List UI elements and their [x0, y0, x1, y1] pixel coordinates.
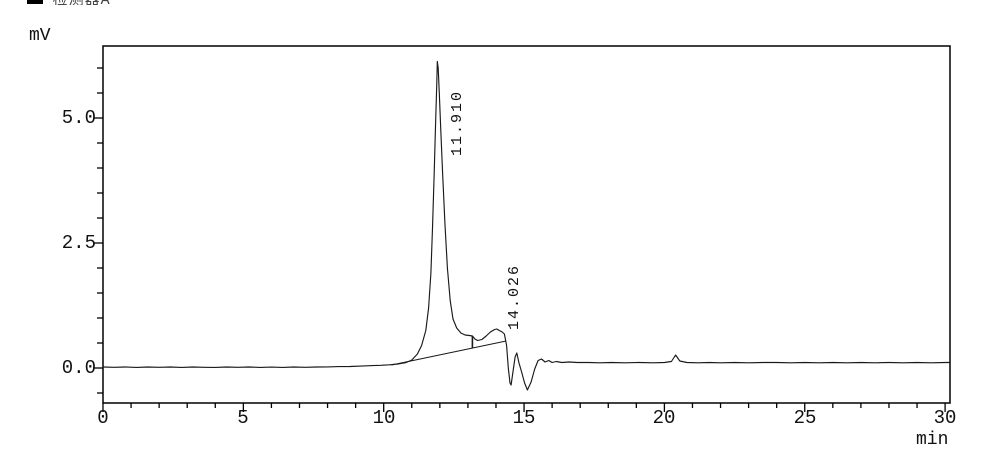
- peak-retention-time-label: 11.910: [449, 89, 466, 156]
- x-axis-unit-label: min: [916, 430, 949, 450]
- peak-retention-time-label: 14.026: [506, 263, 523, 330]
- y-tick-label: 0.0: [61, 357, 96, 379]
- plot-frame: [102, 45, 951, 404]
- legend-label: 检测器A: [53, 0, 111, 5]
- y-tick-label: 2.5: [61, 232, 96, 254]
- signal-trace: [102, 60, 950, 391]
- y-axis-unit-label: mV: [29, 26, 51, 46]
- x-tick-label: 25: [793, 407, 817, 429]
- x-tick-label: 15: [512, 407, 536, 429]
- x-tick-label: 20: [652, 407, 676, 429]
- legend-clipped: 检测器A: [27, 0, 147, 5]
- x-tick-label: 30: [933, 407, 957, 429]
- legend-color-swatch-icon: [27, 0, 43, 4]
- x-tick-label: 5: [237, 407, 249, 429]
- x-tick-label: 0: [97, 407, 109, 429]
- x-tick-label: 10: [372, 407, 396, 429]
- y-tick-label: 5.0: [61, 107, 96, 129]
